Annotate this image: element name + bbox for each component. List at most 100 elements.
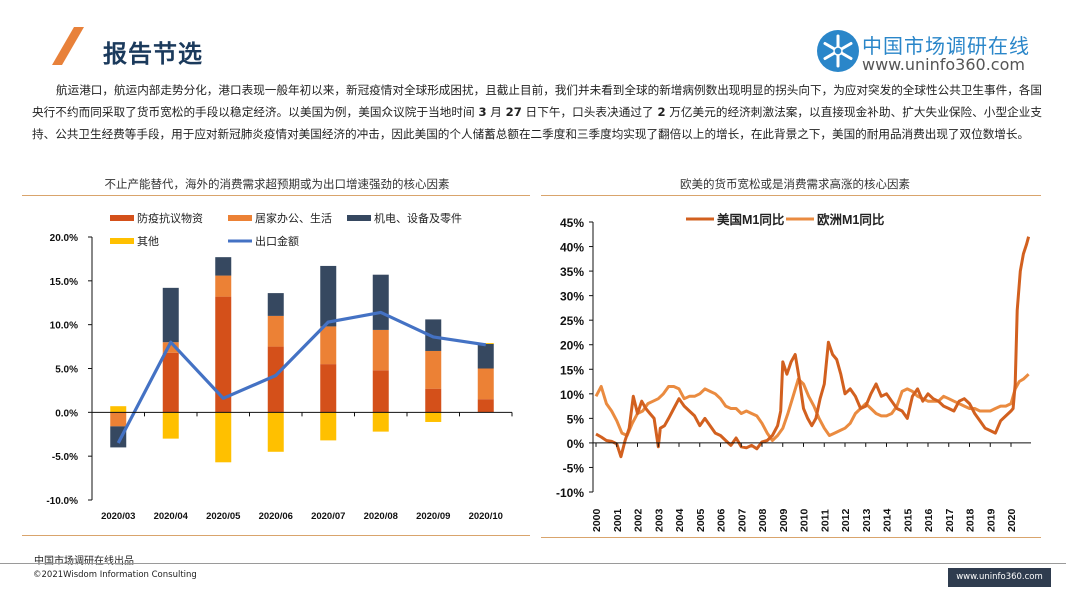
bar-segment [372, 370, 389, 413]
accent-slash-icon [52, 27, 84, 65]
x-tick-label: 2000 [591, 508, 603, 532]
y-tick-label: 0% [567, 437, 585, 451]
chart-legend: 美国M1同比 欧洲M1同比 [686, 212, 885, 227]
legend-label: 欧洲M1同比 [817, 212, 885, 227]
y-axis: 45% 40% 35% 30% 25% 20% 15% 10% 5% 0% -5% -10% [556, 216, 594, 500]
y-tick-label: -5% [563, 461, 585, 475]
bar-segment [267, 315, 284, 347]
right-chart-bottom-rule [541, 537, 1041, 538]
y-axis: 20.0% 15.0% 10.0% 5.0% 0.0% -5.0% -10.0% [46, 233, 93, 507]
x-axis: 2020/03 2020/04 2020/05 2020/06 2020/07 2020/… [91, 411, 513, 522]
paragraph-number: 27 [505, 104, 522, 119]
x-tick-label: 2011 [819, 509, 831, 532]
bar-segment [215, 412, 232, 463]
x-tick-label: 2020/07 [311, 511, 345, 522]
y-tick-label: 25% [560, 314, 584, 328]
x-tick-label: 2015 [902, 508, 914, 532]
x-tick-label: 2006 [716, 508, 728, 532]
legend-label: 居家办公、生活 [255, 211, 332, 225]
bar-segment [425, 388, 442, 413]
x-tick-label: 2020/03 [101, 511, 135, 522]
bar-segment [110, 412, 127, 427]
bar-segment [110, 426, 127, 448]
m1-series-line [595, 236, 1031, 459]
x-tick-label: 2003 [653, 508, 665, 532]
paragraph-number: 2 [657, 104, 666, 119]
x-tick-label: 2002 [633, 508, 645, 532]
bar-segment [215, 296, 232, 413]
bar-segment [162, 352, 179, 413]
y-tick-label: 45% [560, 216, 584, 230]
x-tick-label: 2007 [736, 508, 748, 532]
body-paragraph: 航运港口，航运内部走势分化，港口表现一般年初以来，新冠疫情对全球形成困扰，且截止… [32, 80, 1042, 145]
left-chart-title: 不止产能替代，海外的消费需求超预期或为出口增速强劲的核心因素 [104, 177, 450, 191]
brand-url[interactable]: www.uninfo360.com [862, 55, 1025, 74]
page-title: 报告节选 [103, 40, 203, 68]
bar-segment [162, 342, 179, 353]
x-tick-label: 2019 [985, 508, 997, 532]
bar-segment [320, 412, 337, 441]
right-chart-top-rule [541, 195, 1041, 196]
x-tick-label: 2020/08 [364, 511, 398, 522]
left-chart-top-rule [22, 195, 530, 196]
legend-label: 防疫抗议物资 [137, 211, 203, 225]
y-tick-label: 20% [560, 339, 584, 353]
bar-segment [110, 406, 127, 413]
bar-segment [320, 265, 337, 327]
bar-segment [372, 274, 389, 330]
x-tick-label: 2001 [612, 508, 624, 532]
bar-segment [267, 412, 284, 452]
x-tick-label: 2020/06 [259, 511, 293, 522]
brand-logo-icon [817, 30, 859, 72]
legend-swatch [347, 215, 371, 221]
line-series [116, 310, 486, 444]
footer-divider [0, 563, 1066, 564]
bar-segment [425, 350, 442, 389]
bar-segment [477, 399, 494, 413]
y-tick-label: -5.0% [52, 452, 78, 463]
m1-growth-chart: 美国M1同比 欧洲M1同比 45% 40% 35% 30% 25% 20% 15% 10% 5% 0… [556, 212, 1031, 532]
bar-segment [267, 346, 284, 413]
bar-segment [425, 412, 442, 422]
bar-segment [215, 275, 232, 297]
x-tick-label: 2013 [861, 508, 873, 532]
y-tick-label: 0.0% [55, 408, 78, 419]
bar-series [110, 257, 494, 463]
brand-name: 中国市场调研在线 [862, 34, 1030, 58]
bar-segment [267, 293, 284, 316]
bar-segment [372, 329, 389, 371]
paragraph-text: 万亿美元的经济刺激法案，以直接现金补助、扩大失业保险、小型企业支持、公共卫生经费… [32, 104, 1042, 141]
y-tick-label: 30% [560, 290, 584, 304]
y-tick-label: 40% [560, 241, 584, 255]
footer-copyright: ©2021Wisdom Information Consulting [33, 570, 197, 580]
legend-label: 出口金额 [255, 234, 299, 248]
x-tick-label: 2020/09 [416, 511, 450, 522]
legend-label: 机电、设备及零件 [374, 211, 462, 225]
bar-segment [477, 343, 494, 369]
y-tick-label: 10.0% [50, 321, 78, 332]
bar-segment [477, 368, 494, 400]
x-tick-label: 2020/10 [469, 511, 503, 522]
y-tick-label: 5% [567, 412, 585, 426]
left-chart-bottom-rule [22, 535, 530, 536]
x-tick-label: 2005 [695, 508, 707, 532]
x-tick-label: 2014 [882, 508, 894, 532]
x-tick-label: 2010 [799, 508, 811, 532]
export-amount-line [116, 310, 486, 444]
paragraph-text: 航运港口，航运内部走势分化，港口表现一般年初以来，新冠疫情对全球形成困扰，且截止… [32, 83, 1042, 119]
legend-label: 其他 [137, 235, 159, 248]
y-tick-label: 5.0% [55, 365, 78, 376]
bar-segment [162, 412, 179, 439]
bar-segment [162, 287, 179, 343]
paragraph-text: 月 [486, 104, 506, 119]
y-tick-label: -10.0% [46, 496, 78, 507]
line-series [594, 236, 1031, 459]
bar-segment [215, 257, 232, 276]
x-tick-label: 2008 [757, 508, 769, 532]
footer-url-badge[interactable]: www.uninfo360.com [948, 568, 1051, 587]
paragraph-text: 日下午，口头表决通过了 [521, 104, 658, 119]
paragraph-number: 3 [478, 104, 487, 119]
legend-label: 美国M1同比 [717, 212, 785, 227]
